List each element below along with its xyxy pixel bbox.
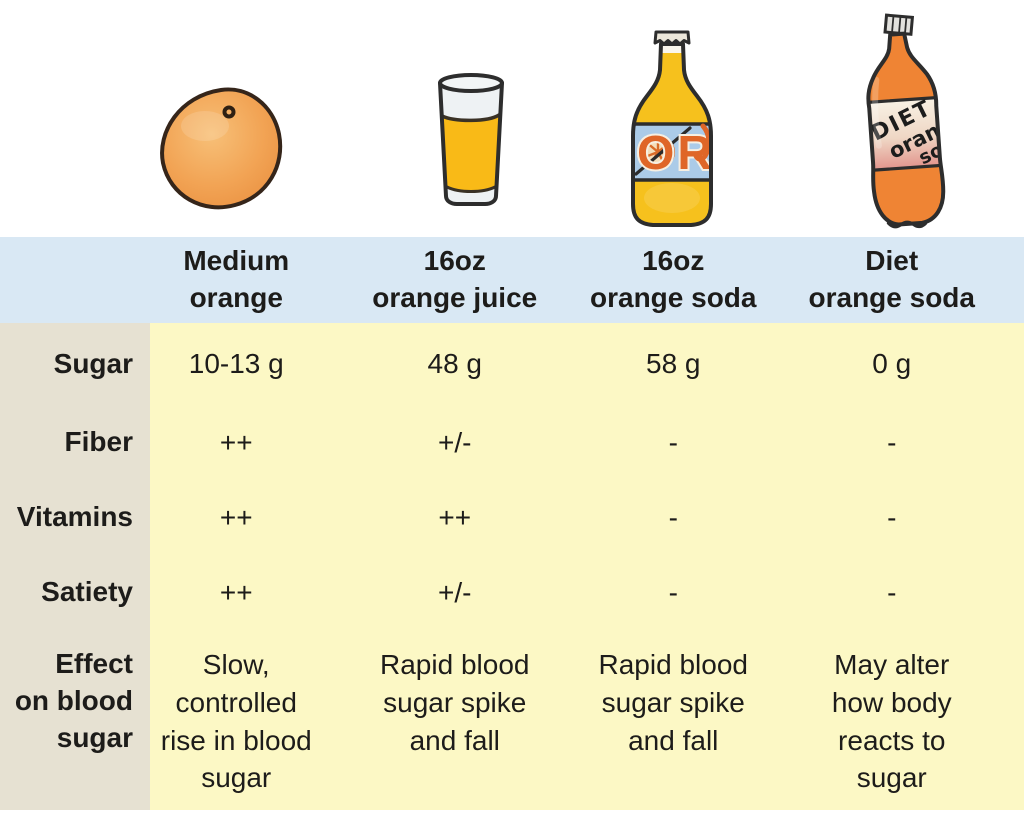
- row-label-sugar: Sugar: [0, 323, 150, 405]
- orange-juice-glass-illustration: [433, 70, 509, 212]
- column-header-orange-juice: 16oz orange juice: [368, 237, 587, 323]
- orange-highlight: [181, 111, 229, 141]
- column-header-diet-orange-soda: Diet orange soda: [805, 237, 1024, 323]
- soda-neck-gap: [660, 44, 683, 53]
- cell-effect-diet-orange-soda: May alter how body reacts to sugar: [805, 630, 1024, 810]
- cell-vitamins-orange-juice: ++: [368, 480, 587, 555]
- glass-rim: [438, 73, 504, 93]
- column-header-orange-soda: 16oz orange soda: [587, 237, 806, 323]
- cell-sugar-orange-soda: 58 g: [587, 323, 806, 405]
- cell-satiety-orange-juice: +/-: [368, 555, 587, 630]
- orange-body: [160, 87, 283, 210]
- soda-label-squiggle: [693, 123, 711, 162]
- row-label-effect-on-blood-sugar: Effect on blood sugar: [0, 630, 150, 810]
- soda-bottle-drawing: OR: [631, 30, 715, 227]
- row-label-fiber: Fiber: [0, 405, 150, 480]
- cell-sugar-orange-juice: 48 g: [368, 323, 587, 405]
- cell-fiber-orange-soda: -: [587, 405, 806, 480]
- juice-glass-drawing: [438, 73, 504, 206]
- cell-sugar-diet-orange-soda: 0 g: [805, 323, 1024, 405]
- cell-vitamins-orange-soda: -: [587, 480, 806, 555]
- cell-fiber-orange-juice: +/-: [368, 405, 587, 480]
- glass-outline: [438, 81, 504, 206]
- soda-label: OR: [633, 122, 715, 182]
- cell-fiber-medium-orange: ++: [150, 405, 369, 480]
- diet-orange-soda-bottle-illustration: DIET orange soda: [852, 12, 954, 236]
- cell-effect-orange-soda: Rapid blood sugar spike and fall: [587, 630, 806, 810]
- diet-bottle-cap: [883, 13, 915, 36]
- orange-drawing: [160, 87, 283, 210]
- soda-liquid-highlight: [644, 183, 700, 213]
- cell-vitamins-diet-orange-soda: -: [805, 480, 1024, 555]
- cell-fiber-diet-orange-soda: -: [805, 405, 1024, 480]
- cell-satiety-medium-orange: ++: [150, 555, 369, 630]
- juice-surface-line: [440, 113, 501, 123]
- juice-bottom-line: [445, 185, 497, 193]
- column-header-medium-orange: Medium orange: [150, 237, 369, 323]
- orange-slice-graphic: [641, 135, 675, 169]
- soda-label-slash: [634, 126, 692, 176]
- corner-cell: [0, 237, 150, 323]
- orange-soda-bottle-illustration: OR: [624, 26, 720, 232]
- diet-bottle-group: DIET orange soda: [860, 13, 948, 229]
- diet-liquid-highlight: [872, 76, 882, 149]
- cell-sugar-medium-orange: 10-13 g: [150, 323, 369, 405]
- soda-cap: [653, 30, 691, 46]
- row-label-satiety: Satiety: [0, 555, 150, 630]
- medium-orange-illustration: [155, 84, 287, 216]
- soda-brand-text: OR: [637, 127, 715, 180]
- cell-effect-medium-orange: Slow, controlled rise in blood sugar: [150, 630, 369, 810]
- juice-fill: [442, 115, 499, 192]
- cell-vitamins-medium-orange: ++: [150, 480, 369, 555]
- comparison-table: Medium orange 16oz orange juice 16oz ora…: [0, 237, 1024, 810]
- diet-bottle-bottom-bumps: [886, 220, 927, 229]
- cell-satiety-diet-orange-soda: -: [805, 555, 1024, 630]
- cell-effect-orange-juice: Rapid blood sugar spike and fall: [368, 630, 587, 810]
- row-label-vitamins: Vitamins: [0, 480, 150, 555]
- cell-satiety-orange-soda: -: [587, 555, 806, 630]
- orange-stem-mark: [222, 105, 236, 119]
- diet-bottle-drawing: DIET orange soda: [860, 13, 948, 229]
